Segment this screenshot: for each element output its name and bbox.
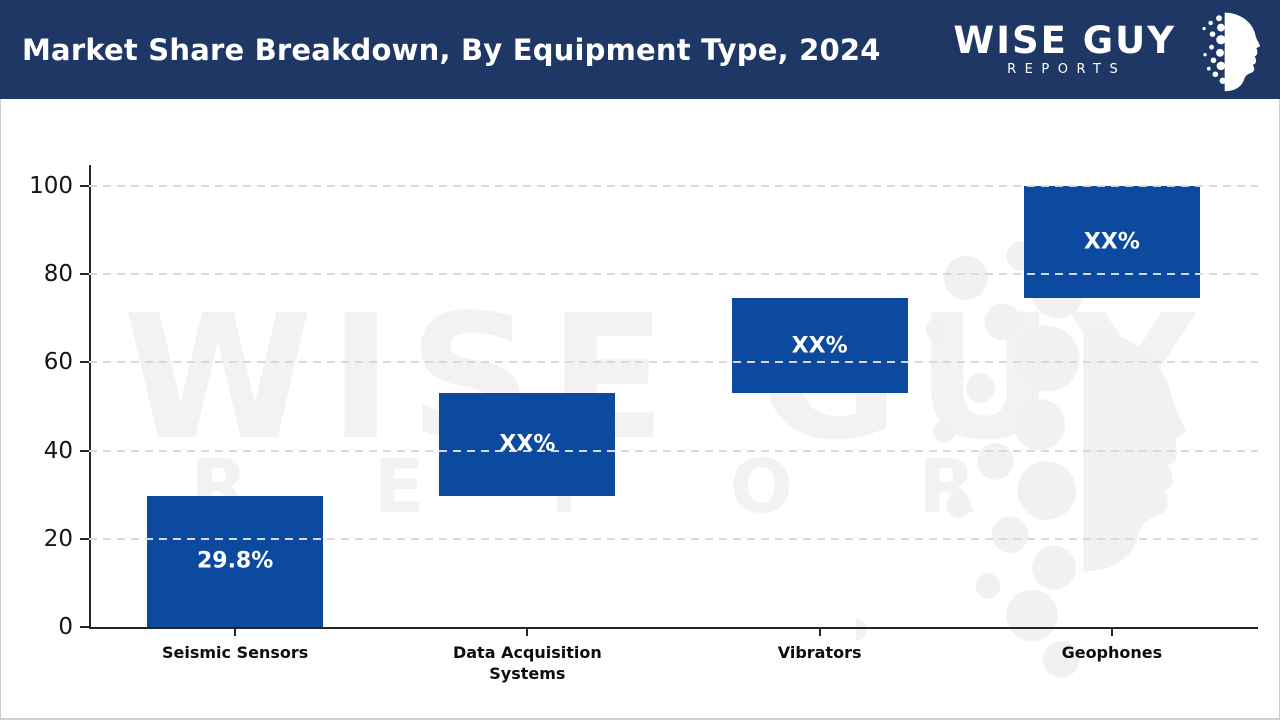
x-category-label-geophones: Geophones	[1061, 643, 1163, 662]
x-category-label-seismic-sensors: Seismic Sensors	[161, 643, 309, 662]
y-tick-label-60: 60	[43, 349, 73, 376]
y-tick-mark-40	[80, 449, 89, 452]
bar-data-acquisition-systems	[439, 392, 616, 496]
bar-value-label-vibrators: XX%	[791, 333, 848, 359]
gridline-y-60	[89, 361, 1258, 364]
x-tick-mark-vibrators	[818, 629, 821, 636]
x-category-label-data-acquisition-systems: Data Acquisition Systems	[452, 643, 602, 683]
x-tick-mark-data-acquisition-systems	[526, 629, 529, 636]
y-tick-mark-0	[80, 626, 89, 628]
y-tick-label-40: 40	[43, 437, 73, 464]
gridline-y-100	[89, 185, 1258, 187]
y-tick-mark-20	[80, 537, 89, 540]
logo-subtitle: REPORTS	[1007, 61, 1127, 77]
y-tick-label-0: 0	[58, 614, 73, 640]
bar-vibrators	[731, 298, 908, 393]
bar-value-label-seismic-sensors: 29.8%	[196, 548, 274, 574]
bar-seismic-sensors	[147, 495, 324, 627]
y-tick-label-100: 100	[29, 173, 73, 199]
logo-text: WISE GUY REPORTS	[953, 19, 1176, 77]
chart-title: Market Share Breakdown, By Equipment Typ…	[22, 32, 881, 67]
plot-area: 0 20 40 60 80 100 29.8% Seismic Sensors XX% Data …	[29, 165, 1258, 683]
gridline-y-20	[89, 537, 1258, 540]
x-tick-mark-geophones	[1110, 629, 1113, 636]
x-axis-line	[89, 627, 1258, 629]
y-tick-mark-100	[80, 185, 89, 187]
y-axis-line	[89, 165, 91, 629]
wiseguy-logo: WISE GUY REPORTS	[953, 7, 1262, 93]
logo-head-icon	[1202, 12, 1261, 91]
gridline-y-40	[89, 449, 1258, 452]
chart-area: WISE GUY R E P O R T S 0 20 40 60 80 100 29.8%…	[0, 99, 1280, 720]
logo-wordmark: WISE GUY	[953, 19, 1176, 63]
header: Market Share Breakdown, By Equipment Typ…	[0, 0, 1280, 99]
y-tick-mark-60	[80, 361, 89, 364]
gridline-y-80	[89, 273, 1258, 276]
y-tick-mark-80	[80, 273, 89, 276]
y-tick-label-80: 80	[43, 261, 73, 288]
bar-value-label-geophones: XX%	[1083, 229, 1140, 255]
y-tick-label-20: 20	[43, 525, 73, 552]
bar-value-label-data-acquisition-systems: XX%	[499, 431, 556, 457]
x-category-label-vibrators: Vibrators	[777, 643, 862, 662]
x-tick-mark-seismic-sensors	[234, 629, 237, 636]
